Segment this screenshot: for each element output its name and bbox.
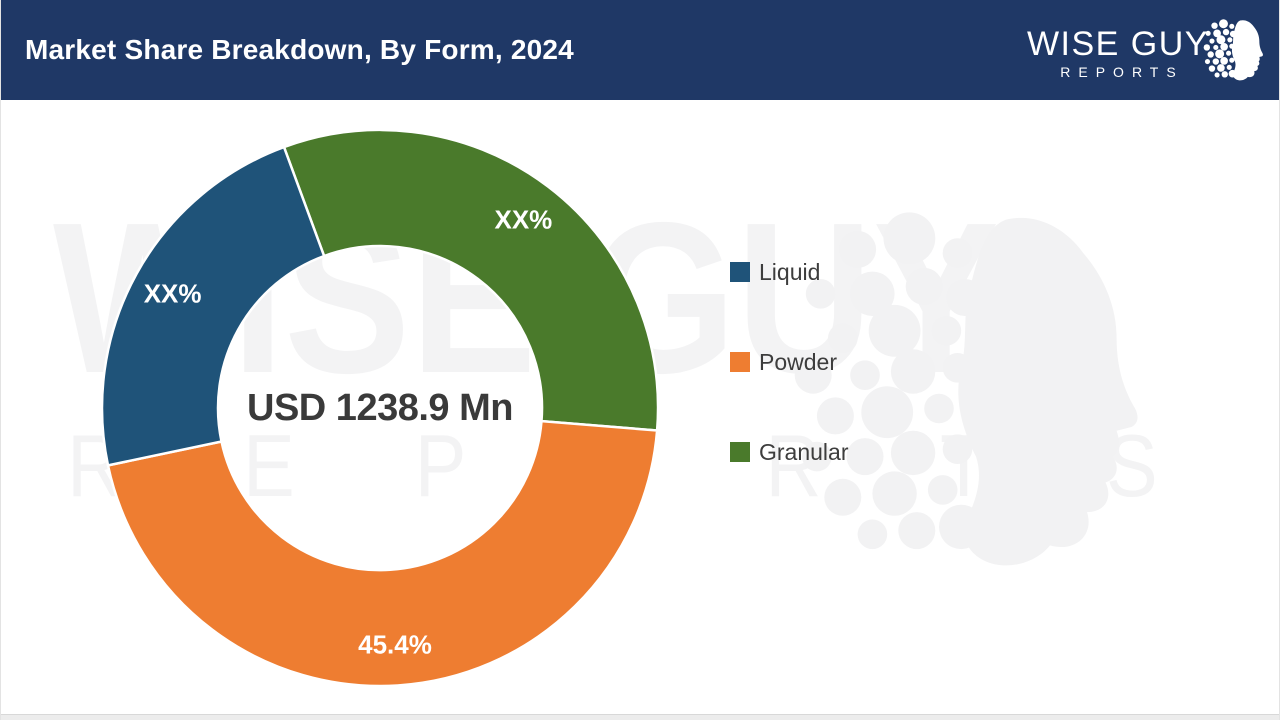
slice-label-powder: 45.4% (358, 630, 432, 660)
bottom-strip (1, 714, 1279, 720)
wise-guy-logo: WISE GUY REPORTS (1027, 10, 1267, 90)
page-title: Market Share Breakdown, By Form, 2024 (25, 34, 574, 65)
legend-item-granular: Granular (730, 438, 848, 466)
legend-item-powder: Powder (730, 348, 848, 376)
legend-swatch-powder (730, 352, 750, 372)
header: Market Share Breakdown, By Form, 2024 WI… (1, 0, 1279, 100)
legend: Liquid Powder Granular (730, 258, 848, 466)
donut-segment-powder (106, 419, 659, 688)
legend-swatch-granular (730, 442, 750, 462)
donut-segment-granular (282, 128, 660, 432)
donut-segment-liquid (100, 145, 326, 467)
slice-label-granular: XX% (494, 204, 552, 234)
logo-line1: WISE GUY (1026, 25, 1209, 63)
legend-swatch-liquid (730, 262, 750, 282)
legend-item-liquid: Liquid (730, 258, 848, 286)
legend-label-granular: Granular (759, 438, 849, 465)
legend-label-liquid: Liquid (759, 258, 821, 285)
donut-center-value: USD 1238.9 Mn (247, 387, 513, 429)
slice-label-liquid: XX% (144, 278, 202, 308)
logo-line2: REPORTS (1060, 64, 1184, 80)
logo-wordmark: WISE GUY REPORTS (1027, 27, 1209, 79)
legend-label-powder: Powder (759, 348, 837, 375)
chart-area: WISE GUY R E P O R T S XX%45.4%XX%USD 12… (1, 100, 1279, 715)
